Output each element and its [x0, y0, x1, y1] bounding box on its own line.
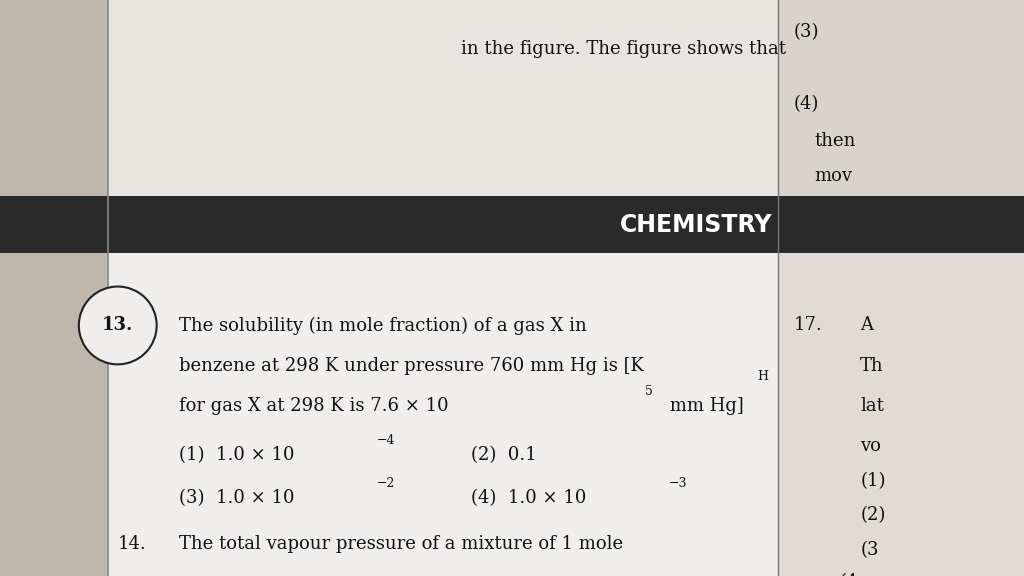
Text: (1): (1) — [860, 472, 886, 490]
Bar — [778, 0, 1024, 576]
Text: (4: (4 — [840, 573, 858, 576]
Text: vo: vo — [860, 437, 881, 456]
Bar — [778, 0, 1024, 219]
Text: then: then — [814, 132, 855, 150]
Text: benzene at 298 K under pressure 760 mm Hg is [K: benzene at 298 K under pressure 760 mm H… — [179, 357, 644, 375]
Bar — [108, 0, 778, 196]
Text: The solubility (in mole fraction) of a gas X in: The solubility (in mole fraction) of a g… — [179, 316, 587, 335]
Text: (3): (3) — [794, 22, 819, 41]
Text: (4): (4) — [794, 94, 819, 113]
Text: H: H — [758, 370, 769, 382]
Text: (2)  0.1: (2) 0.1 — [471, 446, 537, 464]
Text: (1)  1.0 × 10: (1) 1.0 × 10 — [179, 446, 295, 464]
Text: (3)  1.0 × 10: (3) 1.0 × 10 — [179, 489, 295, 507]
Text: mm Hg]: mm Hg] — [664, 397, 743, 415]
Text: in the figure. The figure shows that: in the figure. The figure shows that — [461, 40, 785, 58]
Bar — [0, 0, 778, 576]
Text: Th: Th — [860, 357, 884, 375]
Text: 17.: 17. — [794, 316, 822, 335]
Bar — [0, 0, 108, 576]
Text: CHEMISTRY: CHEMISTRY — [620, 213, 773, 237]
Text: 14.: 14. — [118, 535, 146, 554]
Ellipse shape — [79, 286, 157, 365]
Text: for gas X at 298 K is 7.6 × 10: for gas X at 298 K is 7.6 × 10 — [179, 397, 449, 415]
Text: −3: −3 — [669, 478, 687, 490]
Text: 13.: 13. — [102, 316, 133, 335]
Text: −4: −4 — [377, 434, 395, 447]
Text: mov: mov — [814, 166, 852, 185]
Text: The total vapour pressure of a mixture of 1 mole: The total vapour pressure of a mixture o… — [179, 535, 624, 554]
Text: (2): (2) — [860, 506, 886, 525]
Bar — [0, 196, 1024, 253]
Text: (4)  1.0 × 10: (4) 1.0 × 10 — [471, 489, 587, 507]
Text: (3: (3 — [860, 541, 879, 559]
Text: −2: −2 — [377, 478, 395, 490]
Text: A: A — [860, 316, 873, 335]
Text: 5: 5 — [645, 385, 653, 398]
Text: lat: lat — [860, 397, 884, 415]
